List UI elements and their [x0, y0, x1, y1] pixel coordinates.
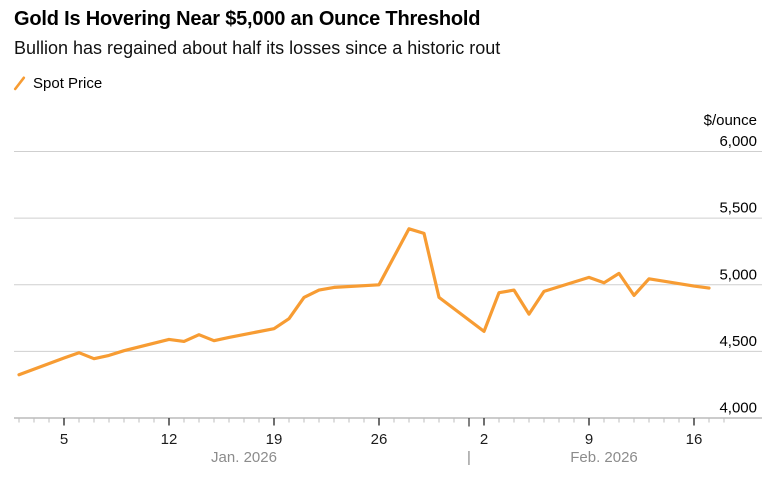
legend: Spot Price	[13, 75, 102, 92]
x-tick-label: 12	[161, 431, 178, 448]
legend-item-spot-price-label: Spot Price	[33, 75, 103, 92]
x-tick-label: 16	[686, 431, 703, 448]
x-tick-label: 2	[480, 431, 488, 448]
y-tick-label: 5,000	[719, 266, 757, 283]
x-tick-label: 9	[585, 431, 593, 448]
spot-price-line	[17, 227, 711, 377]
page-title: Gold Is Hovering Near $5,000 an Ounce Th…	[14, 8, 481, 30]
x-tick-label: 5	[60, 431, 68, 448]
x-tick-label: 26	[371, 431, 388, 448]
month-label: Jan. 2026	[211, 449, 277, 466]
y-tick-label: 4,500	[719, 333, 757, 350]
y-tick-label: 6,000	[719, 133, 757, 150]
month-separator: |	[467, 449, 471, 466]
chart-subtitle: Bullion has regained about half its loss…	[14, 38, 501, 58]
month-label: Feb. 2026	[570, 449, 638, 466]
y-tick-label: 5,500	[719, 200, 757, 217]
y-axis-unit-label: $/ounce	[704, 112, 757, 129]
x-tick-label: 19	[266, 431, 283, 448]
y-tick-label: 4,000	[719, 400, 757, 417]
slash-icon	[13, 76, 26, 91]
